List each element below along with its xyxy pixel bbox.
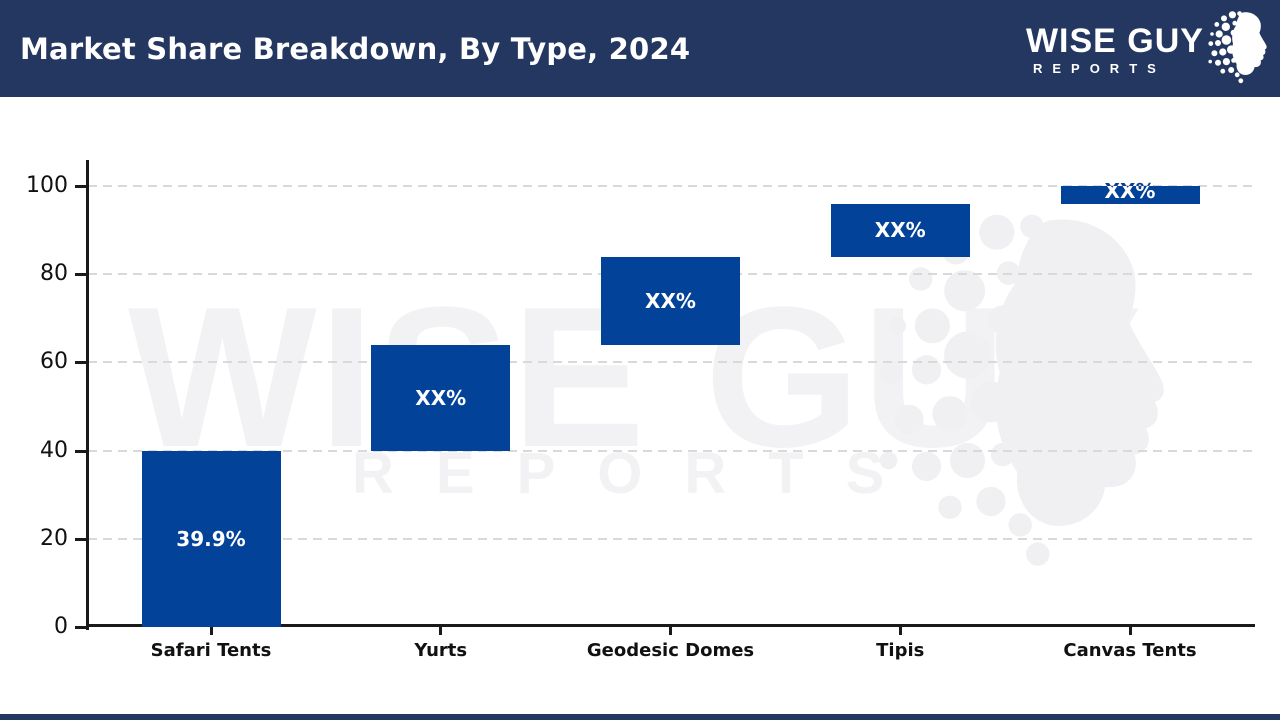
bar-value-label: 39.9% — [176, 527, 246, 552]
x-category-label: Geodesic Domes — [586, 640, 755, 661]
x-axis-tick — [439, 627, 443, 635]
gridline — [88, 361, 1255, 364]
x-category-label: Safari Tents — [150, 640, 272, 661]
bar-yurts — [371, 344, 511, 451]
bar-value-label: XX% — [645, 288, 696, 313]
x-axis-tick — [1128, 627, 1132, 635]
y-axis-tick — [75, 537, 86, 541]
y-axis-tick — [75, 361, 86, 365]
bar-canvas-tents — [1060, 186, 1200, 204]
watermark-subtitle: REPORTS — [352, 441, 927, 506]
y-tick-label: 0 — [54, 614, 68, 639]
logo-wordmark: WISE GUY REPORTS — [1026, 23, 1204, 76]
y-axis-tick — [75, 626, 86, 629]
x-axis-line — [86, 624, 1255, 627]
footer-bar — [0, 714, 1280, 720]
waterfall-chart: 0 20 40 60 80 100 Safari Tents Yurts Geodesic Do… — [0, 97, 1280, 714]
y-tick-label: 100 — [26, 173, 68, 198]
page-title: Market Share Breakdown, By Type, 2024 — [20, 31, 691, 66]
y-tick-label: 40 — [40, 437, 68, 463]
bar-value-label: XX% — [415, 385, 467, 410]
x-axis-tick — [209, 627, 213, 635]
wise-guy-logo: WISE GUY REPORTS — [1026, 5, 1272, 93]
y-tick-label: 20 — [40, 525, 68, 551]
x-axis-tick — [898, 627, 902, 635]
x-category-label: Yurts — [414, 640, 468, 661]
y-axis-line — [86, 160, 89, 630]
logo-subtitle-text: REPORTS — [1032, 60, 1166, 76]
bar-value-label: XX% — [874, 218, 926, 243]
gridline — [88, 449, 1255, 452]
gridline — [88, 185, 1255, 187]
bar-value-label-overflow: XX% — [1104, 178, 1156, 203]
dot-face-logo-icon — [1208, 11, 1267, 84]
y-axis-tick — [75, 449, 86, 453]
y-axis-tick — [75, 185, 86, 188]
bar-geodesic-domes — [601, 256, 740, 345]
gridline — [88, 537, 1255, 540]
y-tick-label: 80 — [40, 261, 68, 287]
bar-value-label: XX% — [1104, 186, 1156, 203]
header-bar: Market Share Breakdown, By Type, 2024 WI… — [0, 0, 1280, 97]
y-axis-tick — [75, 273, 86, 277]
x-axis-tick — [669, 627, 672, 635]
y-tick-label: 60 — [40, 349, 68, 375]
bar-safari-tents — [141, 451, 281, 627]
bar-tipis — [830, 203, 970, 257]
x-category-label: Canvas Tents — [1063, 640, 1197, 661]
x-category-label: Tipis — [876, 640, 925, 661]
bar-label-clip: XX% — [1061, 186, 1200, 204]
logo-title-text: WISE GUY — [1025, 21, 1204, 60]
